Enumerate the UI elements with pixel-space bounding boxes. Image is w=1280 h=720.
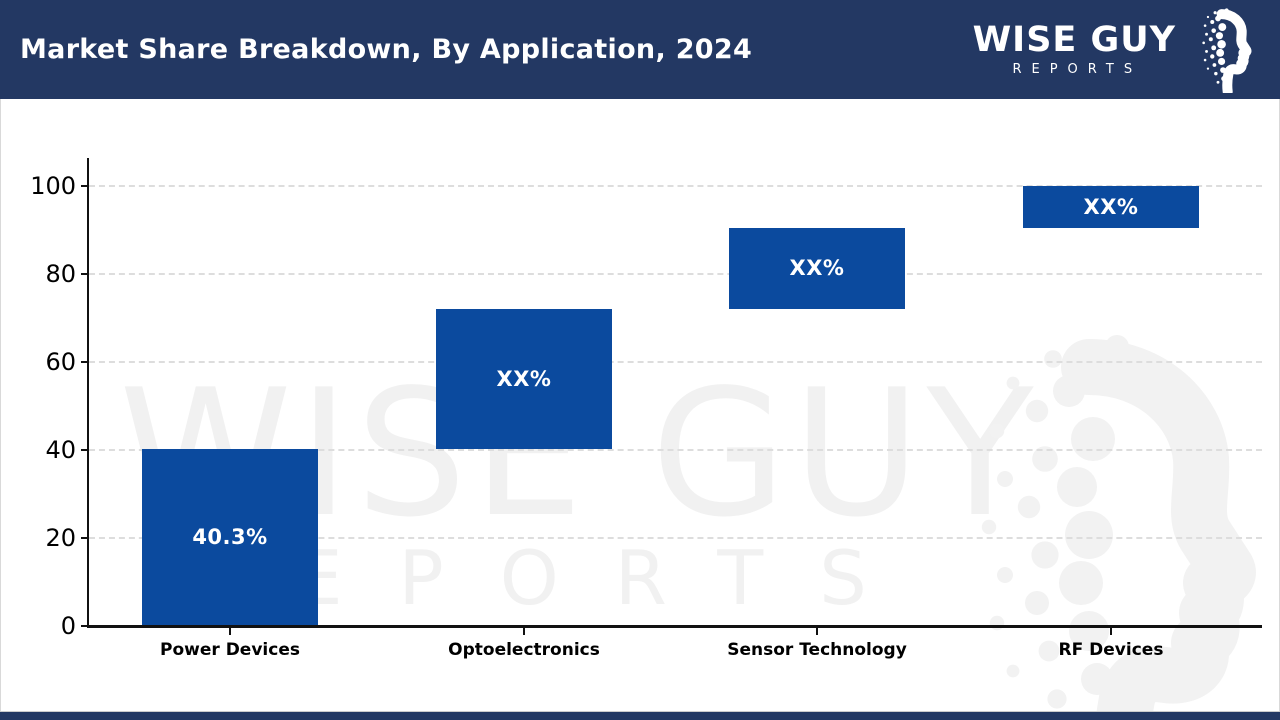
header-bar: Market Share Breakdown, By Application, … — [0, 0, 1280, 99]
bar-segment: XX% — [436, 309, 612, 449]
x-axis-line — [87, 625, 1262, 628]
x-axis-tick — [816, 628, 818, 635]
y-axis-tick — [81, 537, 88, 539]
x-axis-tick — [523, 628, 525, 635]
bar-value-label: 40.3% — [192, 525, 268, 550]
y-axis-tick — [81, 273, 88, 275]
footer-bar — [0, 711, 1280, 720]
bar-segment: XX% — [729, 227, 905, 310]
y-axis-line — [87, 158, 89, 628]
logo-head-icon — [1182, 7, 1254, 93]
page-title: Market Share Breakdown, By Application, … — [20, 34, 753, 65]
x-category-label: Sensor Technology — [727, 640, 907, 660]
y-tick-label: 40 — [45, 436, 76, 464]
y-tick-label: 60 — [45, 348, 76, 376]
bar-value-label: XX% — [789, 256, 845, 281]
bar-segment: XX% — [1023, 186, 1199, 228]
gridline — [89, 361, 1262, 363]
gridline — [89, 449, 1262, 451]
logo-word: WISE GUY — [972, 20, 1176, 60]
x-axis-tick — [229, 628, 231, 635]
x-category-label: RF Devices — [1058, 640, 1164, 660]
y-axis-tick — [81, 361, 88, 363]
y-tick-label: 100 — [30, 172, 76, 200]
gridline — [89, 273, 1262, 275]
logo-subtext: REPORTS — [1012, 62, 1143, 77]
y-axis-tick — [81, 449, 88, 451]
y-tick-label: 20 — [45, 524, 76, 552]
gridline — [89, 185, 1262, 187]
y-axis-tick — [81, 625, 88, 627]
gridline — [89, 537, 1262, 539]
x-category-label: Power Devices — [160, 640, 300, 660]
x-category-label: Optoelectronics — [448, 640, 600, 660]
bar-value-label: XX% — [1083, 194, 1139, 219]
bar-value-label: XX% — [496, 366, 552, 391]
y-axis-tick — [81, 185, 88, 187]
bar-segment: 40.3% — [142, 448, 318, 626]
x-axis-tick — [1110, 628, 1112, 635]
y-tick-label: 0 — [60, 612, 76, 640]
y-tick-label: 80 — [45, 260, 76, 288]
wise-guy-logo: WISE GUY REPORTS — [973, 7, 1254, 93]
logo-wordmark: WISE GUY REPORTS — [972, 20, 1176, 77]
